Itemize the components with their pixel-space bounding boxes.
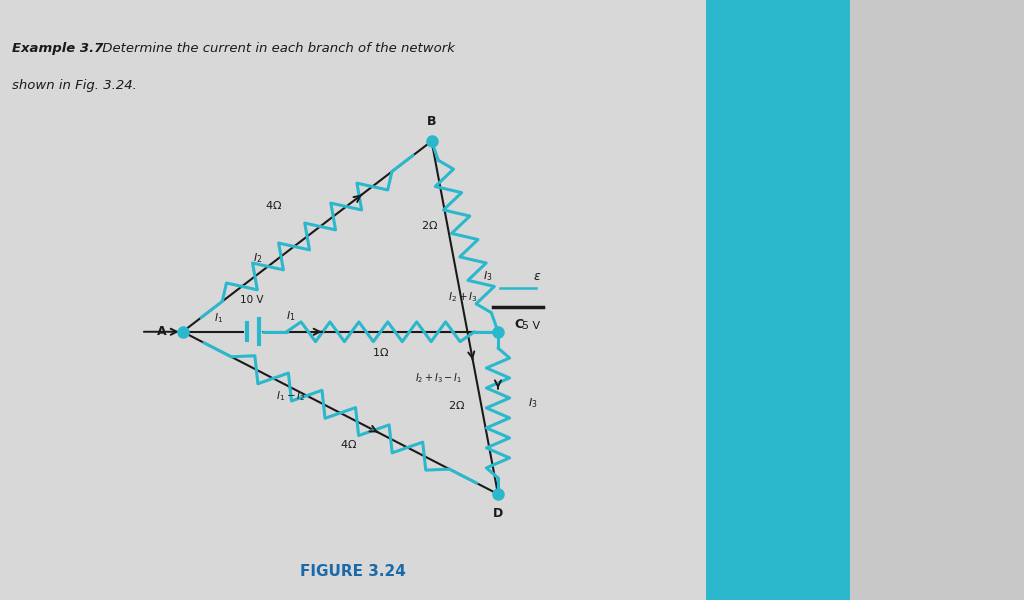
Text: Determine the current in each branch of the network: Determine the current in each branch of …: [97, 43, 455, 55]
Text: $I_1$: $I_1$: [286, 309, 295, 323]
Text: $I_2+I_3 - I_1$: $I_2+I_3 - I_1$: [415, 371, 462, 385]
Text: 10 V: 10 V: [240, 295, 263, 305]
Text: $I_1$: $I_1$: [214, 311, 223, 325]
Text: 2$\Omega$: 2$\Omega$: [447, 400, 465, 412]
Text: A: A: [157, 325, 167, 338]
Text: $I_2+I_3$: $I_2+I_3$: [449, 290, 478, 304]
Text: C: C: [514, 318, 523, 331]
Text: $I_3$: $I_3$: [483, 269, 493, 283]
Bar: [706, 0, 850, 600]
Text: $\varepsilon$: $\varepsilon$: [534, 270, 542, 283]
Text: 1$\Omega$: 1$\Omega$: [372, 346, 389, 358]
Text: 2$\Omega$: 2$\Omega$: [422, 220, 438, 232]
Text: FIGURE 3.24: FIGURE 3.24: [300, 564, 406, 579]
Bar: [0, 0, 706, 600]
Text: $I_1 - I_2$: $I_1 - I_2$: [275, 389, 305, 403]
Text: $I_2$: $I_2$: [253, 251, 262, 265]
Text: $I_3$: $I_3$: [528, 396, 538, 410]
Text: Example 3.7: Example 3.7: [12, 43, 103, 55]
Text: B: B: [427, 115, 436, 128]
Text: 5 V: 5 V: [522, 321, 541, 331]
Text: 4$\Omega$: 4$\Omega$: [340, 438, 357, 450]
Text: D: D: [493, 508, 503, 520]
Text: shown in Fig. 3.24.: shown in Fig. 3.24.: [12, 79, 137, 92]
Text: 4$\Omega$: 4$\Omega$: [265, 199, 283, 211]
